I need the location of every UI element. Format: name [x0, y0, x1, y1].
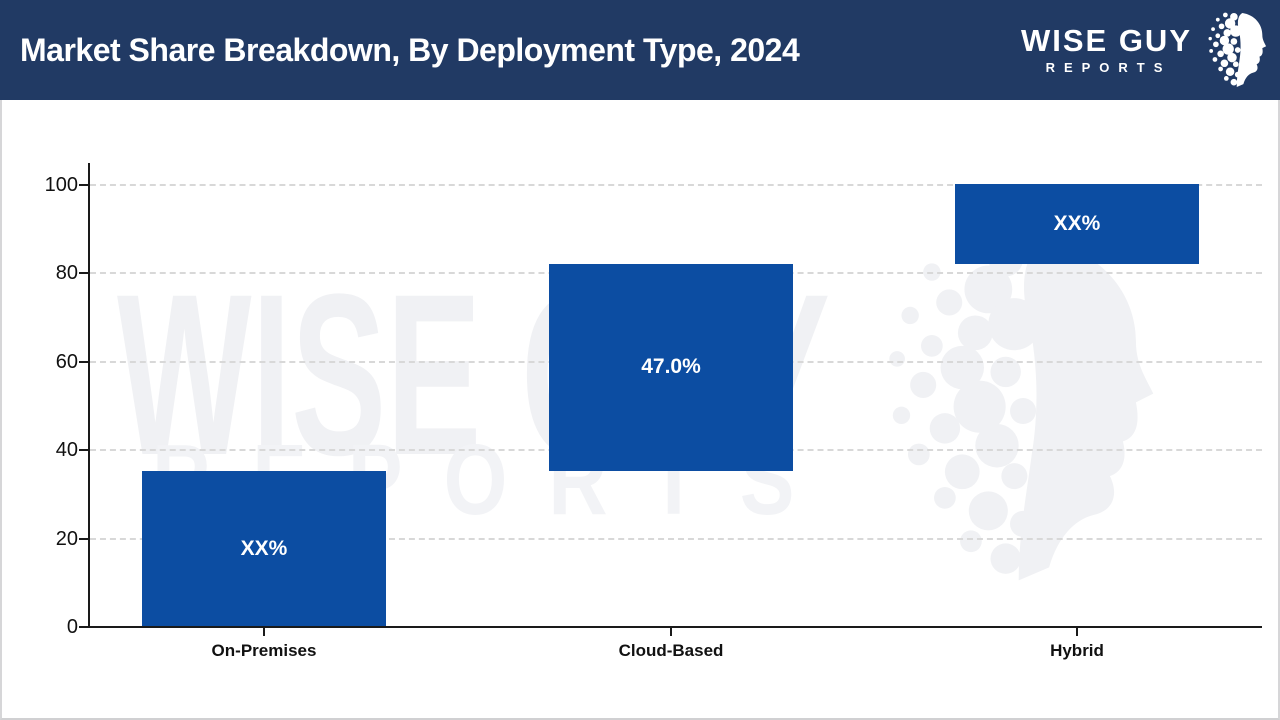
x-tick-label: Hybrid	[1050, 641, 1104, 660]
bar-value-label: XX%	[1053, 211, 1101, 235]
x-tick-label: Cloud-Based	[618, 641, 724, 660]
bar-value-label: 47.0%	[641, 355, 701, 379]
y-tick-label: 60	[55, 350, 78, 373]
gridline	[90, 184, 1262, 186]
y-tick-mark	[79, 360, 88, 363]
bar-value-label: XX%	[240, 536, 288, 560]
bar-cloud-based: 47.0%	[549, 263, 793, 472]
brand-name: WISE GUY	[1020, 23, 1192, 59]
y-tick-label: 100	[44, 174, 78, 196]
bar-hybrid: XX%	[955, 184, 1199, 264]
y-tick-label: 40	[55, 439, 78, 462]
brand-logo: WISE GUY REPORTS	[1021, 8, 1268, 92]
gridline	[90, 537, 1262, 540]
x-tick-mark	[1076, 628, 1078, 636]
y-tick-label: 80	[55, 262, 78, 285]
y-axis-line	[88, 163, 90, 628]
y-tick-mark	[79, 184, 88, 186]
y-tick-mark	[79, 449, 88, 452]
brand-subname: REPORTS	[1045, 59, 1172, 75]
y-tick-mark	[79, 272, 88, 275]
y-tick-label: 0	[66, 616, 78, 638]
x-axis-line	[88, 626, 1262, 628]
x-tick-mark	[670, 628, 672, 636]
y-tick-label: 20	[55, 527, 78, 550]
y-tick-mark	[79, 537, 88, 540]
bar-on-premises: XX%	[142, 471, 386, 626]
watermark-face-icon	[889, 239, 1154, 581]
page-title: Market Share Breakdown, By Deployment Ty…	[20, 32, 800, 68]
x-tick-label: On-Premises	[211, 641, 317, 660]
brand-wordmark: WISE GUY REPORTS	[1021, 25, 1192, 75]
header-bar: Market Share Breakdown, By Deployment Ty…	[0, 0, 1280, 100]
plot-area: 0 20 40 60 80 100 XX% On-Premises 47.0% Cloud-Bas…	[45, 163, 1262, 660]
y-tick-mark	[79, 626, 88, 628]
wiseguy-face-icon	[1208, 12, 1267, 87]
x-tick-mark	[263, 628, 265, 636]
